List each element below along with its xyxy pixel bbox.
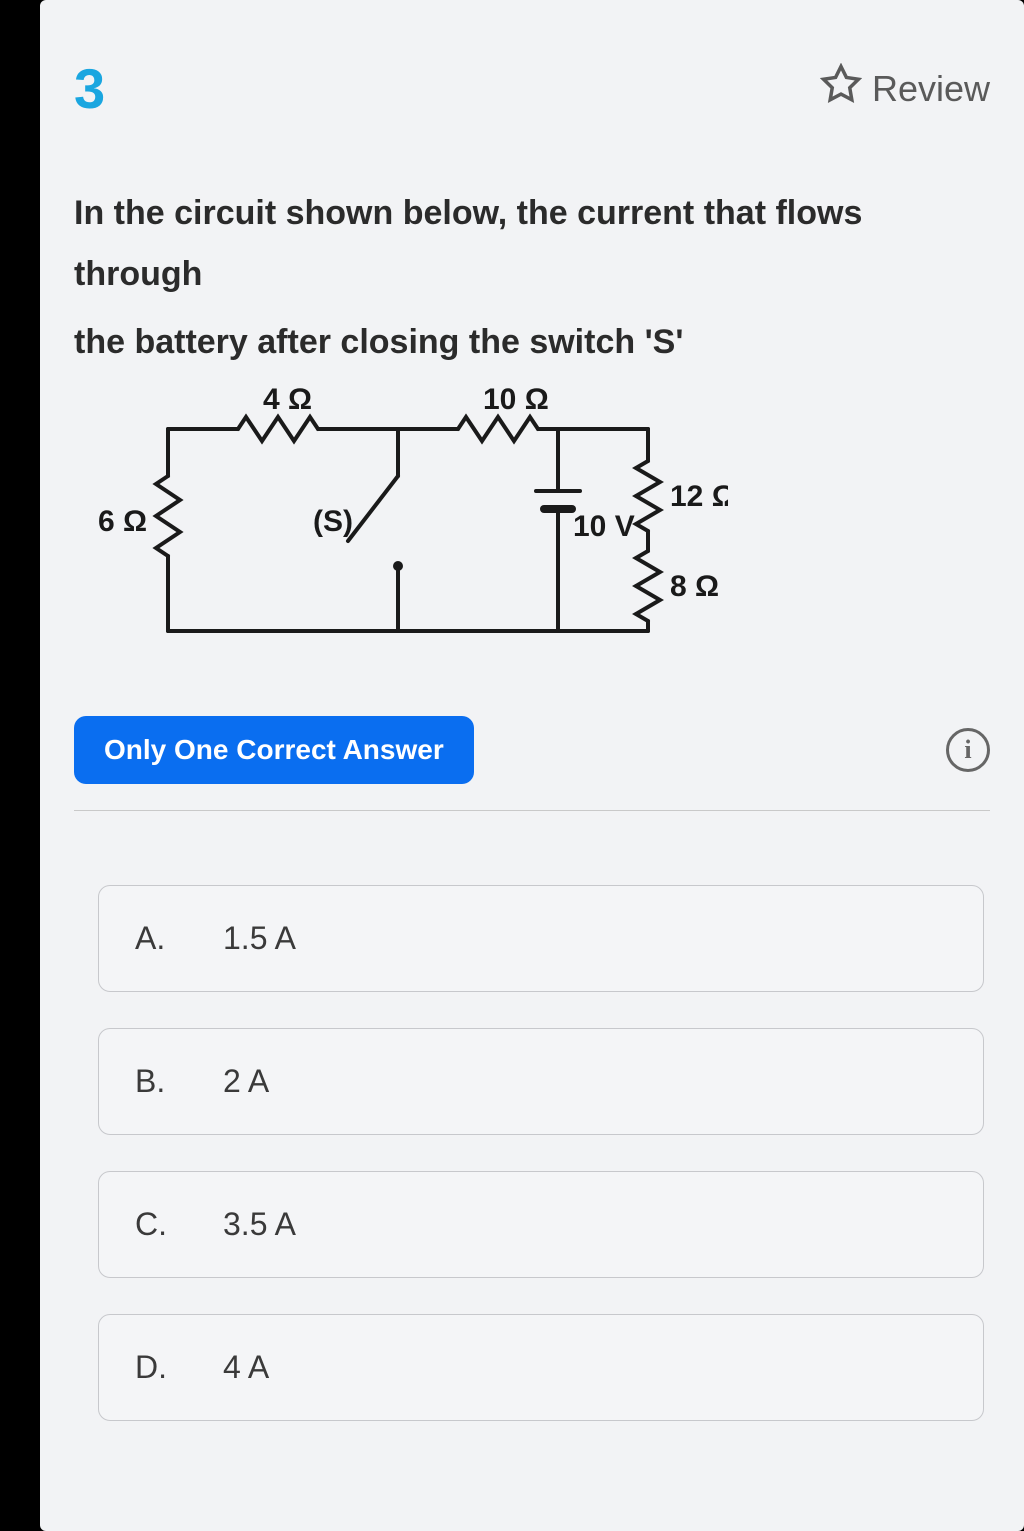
option-letter: B.: [135, 1063, 175, 1100]
question-text-line1: In the circuit shown below, the current …: [74, 183, 990, 304]
option-value: 2 A: [223, 1063, 269, 1100]
option-value: 3.5 A: [223, 1206, 296, 1243]
question-number: 3: [74, 56, 105, 121]
screen: 3 Review In the circuit shown below, the…: [40, 0, 1024, 1531]
label-r-right-top: 12 Ω: [670, 480, 728, 513]
label-switch: (S): [313, 505, 353, 538]
label-battery: 10 V: [573, 510, 635, 543]
header-row: 3 Review: [74, 56, 990, 121]
option-b[interactable]: B. 2 A: [98, 1028, 984, 1135]
option-value: 4 A: [223, 1349, 269, 1386]
label-r-right-bottom: 8 Ω: [670, 570, 719, 603]
option-a[interactable]: A. 1.5 A: [98, 885, 984, 992]
badge-row: Only One Correct Answer i: [74, 716, 990, 784]
star-icon: [820, 63, 862, 114]
label-r-top-right: 10 Ω: [483, 383, 549, 416]
option-letter: A.: [135, 920, 175, 957]
review-label: Review: [872, 68, 990, 110]
answer-type-badge: Only One Correct Answer: [74, 716, 474, 784]
option-value: 1.5 A: [223, 920, 296, 957]
circuit-diagram: 4 Ω 10 Ω: [88, 381, 990, 676]
content-area: 3 Review In the circuit shown below, the…: [40, 0, 1024, 1421]
options-list: A. 1.5 A B. 2 A C. 3.5 A D. 4 A: [74, 885, 990, 1421]
info-icon[interactable]: i: [946, 728, 990, 772]
label-r-top-left: 4 Ω: [263, 383, 312, 416]
question-text-line2: the battery after closing the switch 'S': [74, 312, 990, 373]
option-letter: C.: [135, 1206, 175, 1243]
review-button[interactable]: Review: [820, 63, 990, 114]
label-r-left: 6 Ω: [98, 505, 147, 538]
option-d[interactable]: D. 4 A: [98, 1314, 984, 1421]
divider: [74, 810, 990, 811]
option-c[interactable]: C. 3.5 A: [98, 1171, 984, 1278]
option-letter: D.: [135, 1349, 175, 1386]
